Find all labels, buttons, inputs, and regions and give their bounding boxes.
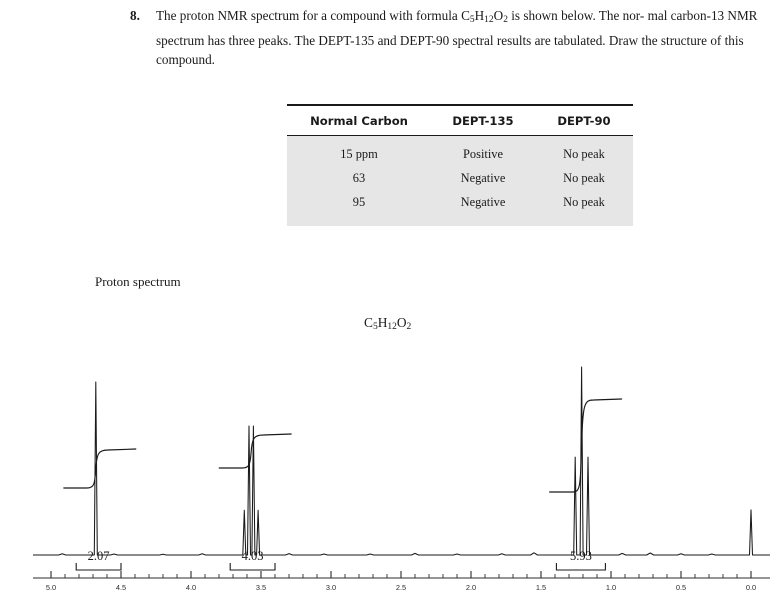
cell-dept-90: No peak <box>535 166 633 191</box>
ppm-axis: 5.0 4.5 4.0 3.5 3.0 2.5 2.0 1.5 1.0 0.5 0.0 <box>33 571 770 592</box>
cell-dept-90: No peak <box>535 135 633 167</box>
axis-tick-label: 3.5 <box>256 583 266 592</box>
table-row: 15 ppm Positive No peak <box>287 135 633 167</box>
table-row: 95 Negative No peak <box>287 190 633 226</box>
table-row: 63 Negative No peak <box>287 166 633 191</box>
question-text: The proton NMR spectrum for a compound w… <box>156 6 770 70</box>
dept-results-table: Normal Carbon DEPT-135 DEPT-90 15 ppm Po… <box>287 104 633 226</box>
integration-brackets: 2.07 4.03 5.93 <box>75 549 606 571</box>
column-header-dept-90: DEPT-90 <box>535 104 633 136</box>
spectrum-trace <box>33 366 770 556</box>
cell-dept-135: Positive <box>431 135 535 167</box>
question-number: 8. <box>130 8 140 23</box>
axis-tick-label: 0.5 <box>676 583 686 592</box>
nmr-spectrum-panel: Proton spectrum C5H12O2 5.0 4.5 4.0 3.5 3.0 2… <box>0 250 781 612</box>
axis-tick-label: 2.0 <box>466 583 476 592</box>
axis-tick-label: 4.5 <box>116 583 126 592</box>
question-text-part-2: is shown below. The nor- <box>507 8 645 23</box>
integral-trace <box>63 398 623 493</box>
axis-tick-label: 4.0 <box>186 583 196 592</box>
cell-dept-135: Negative <box>431 166 535 191</box>
cell-normal-carbon: 63 <box>287 166 431 191</box>
question-text-part-1: The proton NMR spectrum for a compound w… <box>156 8 462 23</box>
axis-tick-label: 5.0 <box>46 583 56 592</box>
axis-tick-label: 1.0 <box>606 583 616 592</box>
axis-tick-label: 3.0 <box>326 583 336 592</box>
column-header-normal-carbon: Normal Carbon <box>287 104 431 136</box>
integration-value: 4.03 <box>242 549 264 563</box>
spectrum-plot: 5.0 4.5 4.0 3.5 3.0 2.5 2.0 1.5 1.0 0.5 0.0 2.07 4.… <box>33 366 770 592</box>
table-header-row: Normal Carbon DEPT-135 DEPT-90 <box>287 104 633 136</box>
question-text-line-3: are tabulated. Draw the structure of thi… <box>156 32 744 68</box>
axis-tick-label: 2.5 <box>396 583 406 592</box>
question-block: 8. The proton NMR spectrum for a compoun… <box>130 6 770 70</box>
integration-value: 2.07 <box>88 549 110 563</box>
integration-value: 5.93 <box>570 549 592 563</box>
cell-dept-135: Negative <box>431 190 535 226</box>
cell-normal-carbon: 15 ppm <box>287 135 431 167</box>
inline-formula: C5H12O2 <box>461 8 508 26</box>
cell-dept-90: No peak <box>535 190 633 226</box>
spectrum-title: Proton spectrum <box>95 274 181 289</box>
column-header-dept-135: DEPT-135 <box>431 104 535 136</box>
molecular-formula-label: C5H12O2 <box>364 315 412 333</box>
axis-tick-label: 0.0 <box>746 583 756 592</box>
cell-normal-carbon: 95 <box>287 190 431 226</box>
axis-tick-label: 1.5 <box>536 583 546 592</box>
question-text-line-2: mal carbon-13 NMR spectrum has three pea… <box>156 8 758 48</box>
